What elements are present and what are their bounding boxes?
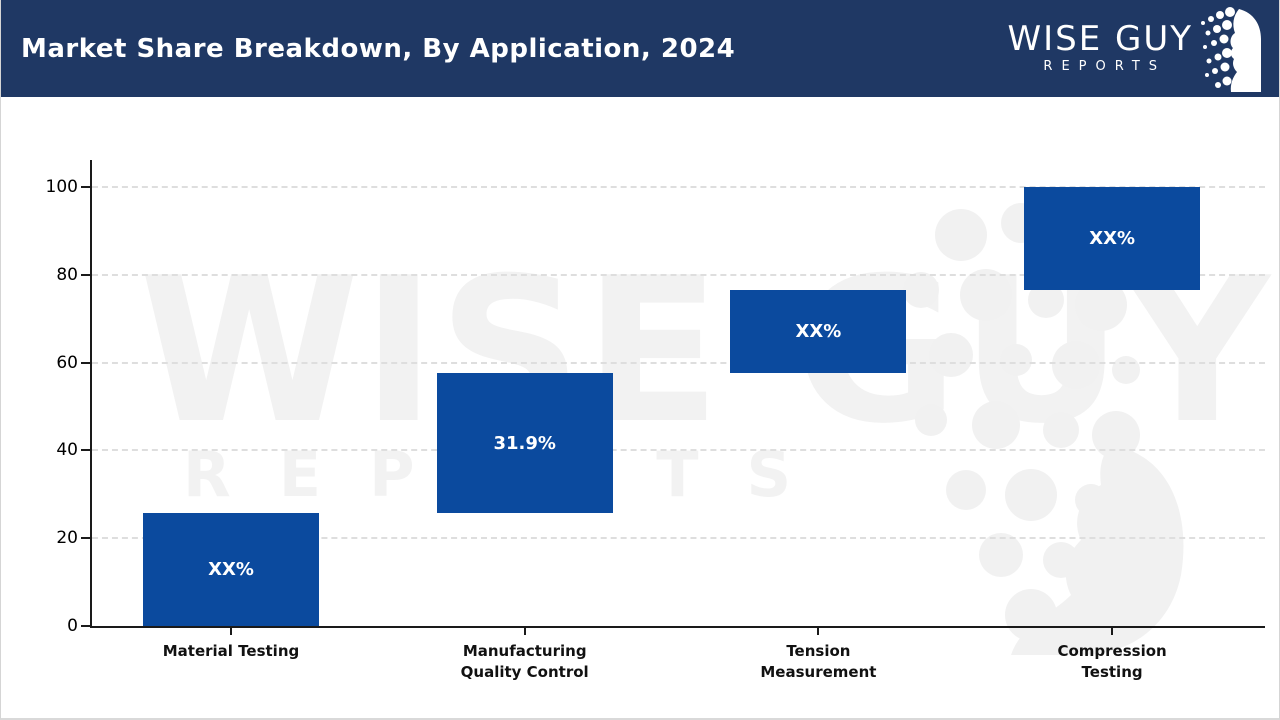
x-axis-label-line: Compression <box>1057 642 1167 660</box>
x-axis-label-line: Tension <box>786 642 851 660</box>
y-tick-mark <box>81 186 90 188</box>
x-axis-label: Manufacturing Quality Control <box>385 641 665 683</box>
page-title: Market Share Breakdown, By Application, … <box>21 33 736 64</box>
bar: 31.9% <box>436 373 613 514</box>
x-axis-label-line: Material Testing <box>162 642 300 660</box>
x-axis-label: Tension Measurement <box>678 641 958 683</box>
x-tick-mark <box>1111 628 1114 635</box>
y-tick-mark <box>81 625 90 627</box>
wise-guy-logo: WISE GUY REPORTS <box>1007 6 1279 92</box>
bar: XX% <box>1024 187 1201 290</box>
y-axis-line <box>90 160 92 627</box>
y-tick-label: 20 <box>56 528 78 549</box>
x-axis-label-line: Quality Control <box>460 663 589 681</box>
gridline <box>92 273 1265 276</box>
watermark-face-icon <box>903 203 1184 655</box>
x-tick-mark <box>523 628 526 635</box>
bar: XX% <box>143 513 319 626</box>
bar-value-label: 31.9% <box>493 432 556 454</box>
x-axis-label-line: Measurement <box>760 663 877 681</box>
bar-value-label: XX% <box>208 559 254 581</box>
x-axis-label: Compression Testing <box>972 641 1252 683</box>
y-tick-mark <box>81 273 90 276</box>
bar-value-label: XX% <box>1089 227 1135 249</box>
y-tick-label: 40 <box>56 440 78 461</box>
bar: XX% <box>730 289 907 374</box>
x-tick-mark <box>817 628 820 635</box>
logo-title: WISE GUY <box>1007 18 1193 59</box>
x-axis-label: Material Testing <box>91 641 371 662</box>
x-tick-mark <box>230 628 232 635</box>
x-axis-label-line: Testing <box>1081 663 1143 681</box>
y-tick-label: 0 <box>67 616 78 636</box>
logo-subtitle: REPORTS <box>1043 58 1167 74</box>
bar-value-label: XX% <box>795 320 842 342</box>
gridline <box>92 537 1265 540</box>
y-tick-label: 100 <box>45 177 78 197</box>
y-tick-mark <box>81 361 90 364</box>
gridline <box>92 361 1265 364</box>
logo-face-icon <box>1201 6 1261 92</box>
y-tick-mark <box>81 449 90 452</box>
gridline <box>92 186 1265 188</box>
header: Market Share Breakdown, By Application, … <box>1 0 1279 97</box>
gridline <box>92 449 1265 452</box>
x-axis-line <box>90 626 1265 628</box>
y-tick-mark <box>81 537 90 540</box>
y-tick-label: 80 <box>56 264 78 285</box>
y-tick-label: 60 <box>56 352 78 373</box>
x-axis-label-line: Manufacturing <box>462 642 587 660</box>
